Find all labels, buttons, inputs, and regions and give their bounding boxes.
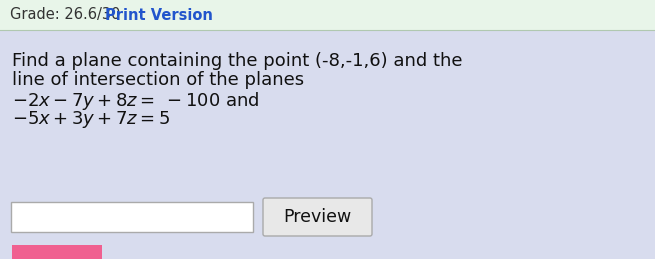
Bar bbox=[0, 0, 655, 30]
Text: Preview: Preview bbox=[284, 208, 352, 226]
Text: $-2x-7y+8z=\;-100$ and: $-2x-7y+8z=\;-100$ and bbox=[12, 90, 260, 112]
Text: Find a plane containing the point (-8,-1,6) and the: Find a plane containing the point (-8,-1… bbox=[12, 52, 462, 70]
Text: $-5x+3y+7z=5$: $-5x+3y+7z=5$ bbox=[12, 109, 170, 130]
Bar bbox=[12, 245, 102, 259]
FancyBboxPatch shape bbox=[11, 202, 253, 232]
FancyBboxPatch shape bbox=[263, 198, 372, 236]
Text: Print Version: Print Version bbox=[105, 8, 213, 23]
Text: Grade: 26.6/30: Grade: 26.6/30 bbox=[10, 8, 121, 23]
Text: line of intersection of the planes: line of intersection of the planes bbox=[12, 71, 304, 89]
